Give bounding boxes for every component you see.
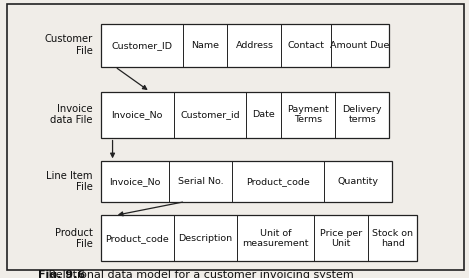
Text: Product_code: Product_code (246, 177, 310, 186)
Text: Name: Name (191, 41, 219, 50)
Text: Fig. 9.6: Fig. 9.6 (38, 270, 85, 278)
Text: Product
File: Product File (54, 228, 92, 249)
Text: Invoice_No: Invoice_No (112, 110, 163, 119)
Bar (101, 215, 417, 261)
Bar (101, 92, 389, 138)
Bar (101, 24, 389, 67)
Text: Unit of
measurement: Unit of measurement (242, 229, 309, 248)
Text: Delivery
terms: Delivery terms (342, 105, 382, 124)
Text: Serial No.: Serial No. (178, 177, 223, 186)
Text: Price per
Unit: Price per Unit (320, 229, 363, 248)
Text: Relational data model for a customer invoicing system: Relational data model for a customer inv… (38, 270, 353, 278)
Text: Customer_id: Customer_id (180, 110, 240, 119)
Text: Line Item
File: Line Item File (46, 171, 92, 192)
Text: Invoice
data File: Invoice data File (50, 104, 92, 125)
Text: Customer_ID: Customer_ID (111, 41, 173, 50)
Text: Amount Due: Amount Due (330, 41, 390, 50)
Bar (101, 161, 392, 202)
Text: Product_code: Product_code (106, 234, 169, 243)
Text: Quantity: Quantity (337, 177, 378, 186)
Text: Stock on
hand: Stock on hand (372, 229, 413, 248)
Text: Date: Date (252, 110, 275, 119)
Text: Payment
Terms: Payment Terms (287, 105, 329, 124)
Text: Customer
File: Customer File (44, 34, 92, 56)
Text: Contact: Contact (287, 41, 325, 50)
Text: Description: Description (178, 234, 232, 243)
Text: Invoice_No: Invoice_No (109, 177, 160, 186)
Text: Address: Address (235, 41, 273, 50)
